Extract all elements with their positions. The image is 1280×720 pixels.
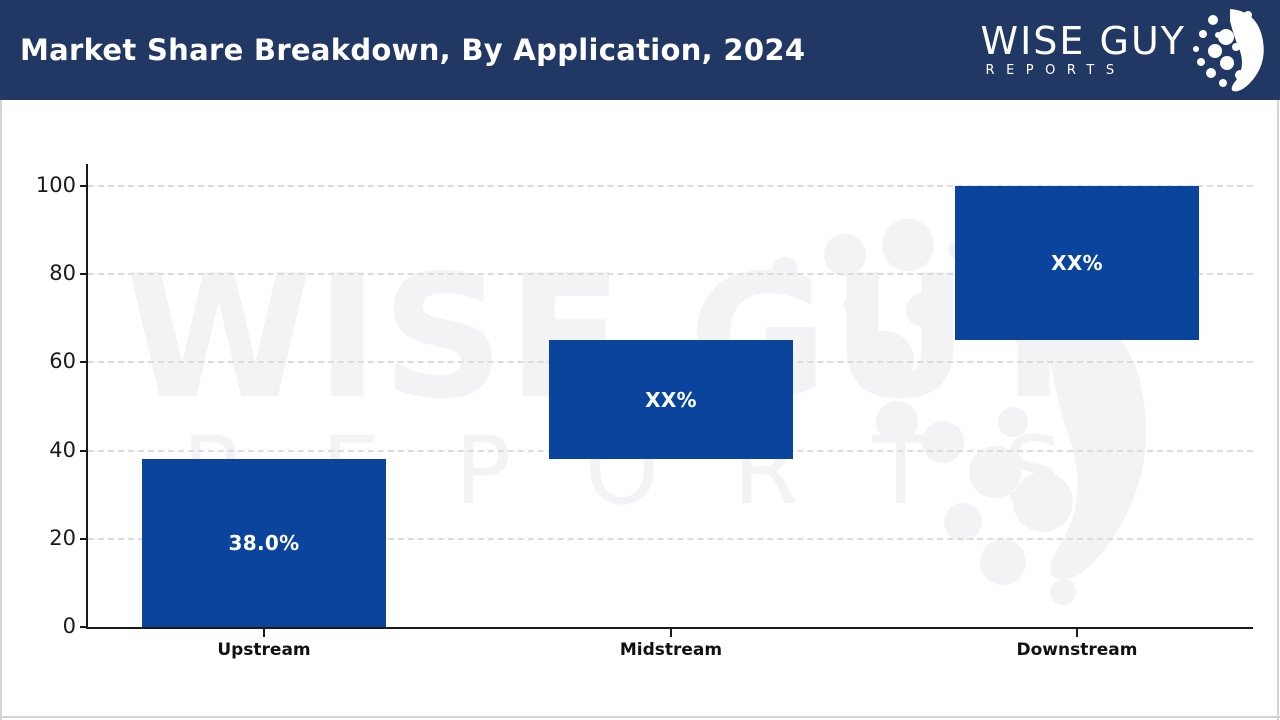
y-tick-label: 20 [49, 525, 76, 550]
logo-face-icon [1193, 9, 1264, 92]
gridline-y100 [88, 185, 1253, 187]
y-tick-label: 0 [62, 614, 76, 638]
plot-area: 0 20 40 60 80 100 38.0% Upstream XX% Midstream XX%… [0, 100, 1280, 720]
x-tick-mark [670, 629, 672, 637]
bar-value-label: 38.0% [228, 531, 300, 556]
logo-wordmark: WISE GUY REPORTS [980, 19, 1186, 78]
y-tick-label: 100 [35, 173, 76, 197]
page-edge-right [1277, 100, 1279, 720]
x-category-label-midstream: Midstream [619, 640, 723, 660]
y-axis-spine [86, 164, 88, 629]
bar-value-label: XX% [645, 387, 697, 412]
y-tick-label: 80 [49, 261, 76, 286]
page-edge-left [0, 100, 2, 720]
bar-downstream: XX% [955, 186, 1199, 341]
bar-value-label: XX% [1051, 251, 1103, 276]
x-axis-spine [86, 627, 1253, 629]
y-tick-label: 60 [49, 349, 76, 374]
y-tick-mark [80, 626, 87, 628]
y-tick-mark [80, 449, 87, 452]
y-tick-mark [80, 185, 87, 187]
x-tick-mark [263, 629, 265, 637]
x-tick-mark [1076, 629, 1078, 637]
y-tick-mark [80, 361, 87, 364]
gridline-y20 [88, 537, 1253, 540]
wiseguy-logo: WISE GUY REPORTS [981, 5, 1268, 95]
x-category-label-upstream: Upstream [217, 640, 311, 660]
x-category-label-downstream: Downstream [1016, 640, 1138, 660]
y-tick-mark [80, 273, 87, 276]
bar-midstream: XX% [549, 340, 793, 460]
gridline-y80 [88, 273, 1253, 276]
y-tick-mark [80, 537, 87, 540]
y-tick-label: 40 [49, 437, 76, 462]
logo-wordmark-line2: REPORTS [985, 62, 1126, 78]
logo-wordmark-line1: WISE GUY [980, 19, 1186, 64]
page-edge-bottom [0, 716, 1280, 718]
page-title: Market Share Breakdown, By Application, … [20, 33, 806, 67]
bar-upstream: 38.0% [142, 459, 386, 627]
header-bar: Market Share Breakdown, By Application, … [0, 0, 1280, 100]
